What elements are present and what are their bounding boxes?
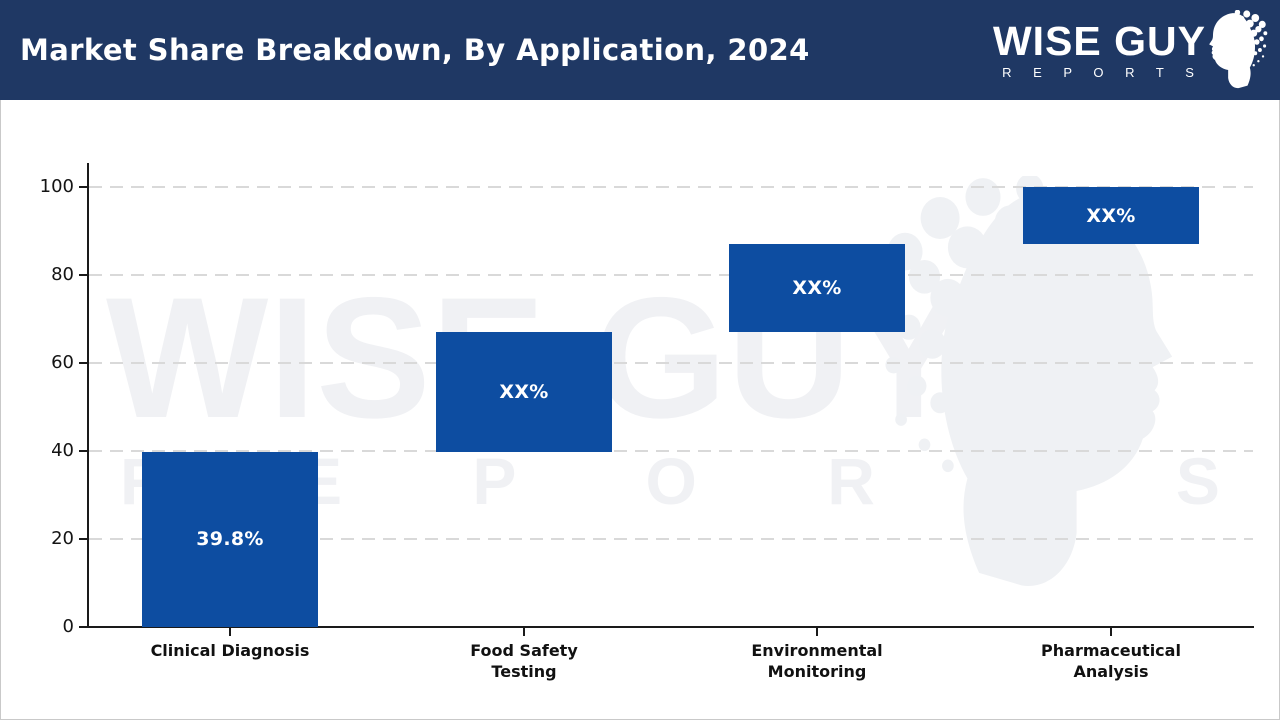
bar-value-label: XX% xyxy=(1086,204,1136,227)
gridline xyxy=(89,186,1253,188)
x-axis-tick xyxy=(1110,628,1112,636)
logo-face-icon xyxy=(1209,10,1268,89)
x-axis-category-label-line: Monitoring xyxy=(767,662,867,681)
y-axis-tick-label: 0 xyxy=(62,616,74,637)
y-axis-line xyxy=(87,163,89,628)
bar-value-label: XX% xyxy=(499,381,549,404)
x-axis-tick xyxy=(816,628,818,636)
bar-clinical-diagnosis: 39.8% xyxy=(142,451,318,627)
gridline xyxy=(89,362,1253,364)
y-axis-tick-label: 40 xyxy=(51,440,74,461)
page-title: Market Share Breakdown, By Application, … xyxy=(20,33,810,67)
x-axis-category-label-line: Testing xyxy=(491,662,557,681)
x-axis-category-label: Food Safety Testing xyxy=(404,640,644,682)
y-axis-tick xyxy=(79,626,87,628)
x-axis-category-label-line: Food Safety xyxy=(470,641,578,660)
x-axis-category-label-line: Pharmaceutical xyxy=(1041,641,1181,660)
y-axis-tick xyxy=(79,186,87,188)
logo-wordmark-line2: R E P O R T S xyxy=(1002,64,1203,80)
header: Market Share Breakdown, By Application, … xyxy=(0,0,1280,100)
bar-value-label: 39.8% xyxy=(196,528,264,551)
y-axis-tick xyxy=(79,450,87,452)
logo-wordmark: WISE GUY R E P O R T S xyxy=(992,17,1206,80)
x-axis-category-label-line: Clinical Diagnosis xyxy=(150,641,310,660)
gridline xyxy=(89,450,1253,452)
bar-value-label: XX% xyxy=(792,277,842,300)
y-axis-tick-label: 100 xyxy=(39,176,74,197)
x-axis-line xyxy=(87,626,1254,628)
y-axis-tick xyxy=(79,538,87,540)
bar-food-safety-testing: XX% xyxy=(436,332,612,452)
wise-guy-reports-logo: WISE GUY R E P O R T S xyxy=(993,10,1270,90)
y-axis-tick-label: 20 xyxy=(51,528,74,549)
x-axis-tick xyxy=(229,628,231,636)
logo-wordmark-line1: WISE GUY xyxy=(992,17,1206,64)
bar-pharmaceutical-analysis: XX% xyxy=(1023,187,1199,245)
x-axis-category-label: Environmental Monitoring xyxy=(697,640,937,682)
gridline xyxy=(89,274,1253,276)
x-axis-tick xyxy=(523,628,525,636)
y-axis-tick-label: 80 xyxy=(51,264,74,285)
x-axis-category-label: Clinical Diagnosis xyxy=(110,640,350,661)
bar-environmental-monitoring: XX% xyxy=(729,244,905,333)
x-axis-category-label: Pharmaceutical Analysis xyxy=(991,640,1231,682)
gridline xyxy=(89,538,1253,540)
x-axis-category-label-line: Environmental xyxy=(751,641,883,660)
y-axis-tick xyxy=(79,362,87,364)
x-axis-category-label-line: Analysis xyxy=(1073,662,1149,681)
y-axis-tick-label: 60 xyxy=(51,352,74,373)
y-axis-tick xyxy=(79,274,87,276)
